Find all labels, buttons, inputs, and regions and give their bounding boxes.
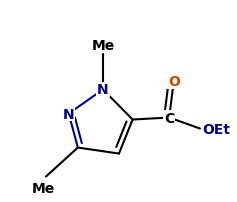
Text: Me: Me	[32, 181, 55, 195]
Text: O: O	[168, 75, 180, 89]
Text: Me: Me	[91, 39, 115, 53]
Text: N: N	[63, 107, 75, 121]
Text: OEt: OEt	[202, 122, 230, 136]
Text: N: N	[97, 83, 109, 97]
Text: C: C	[164, 111, 174, 125]
